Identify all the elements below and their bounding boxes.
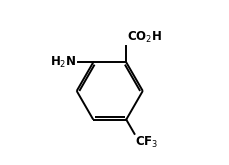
Text: H$_2$N: H$_2$N	[50, 55, 77, 70]
Text: CF$_3$: CF$_3$	[135, 134, 158, 150]
Text: CO$_2$H: CO$_2$H	[127, 30, 162, 45]
